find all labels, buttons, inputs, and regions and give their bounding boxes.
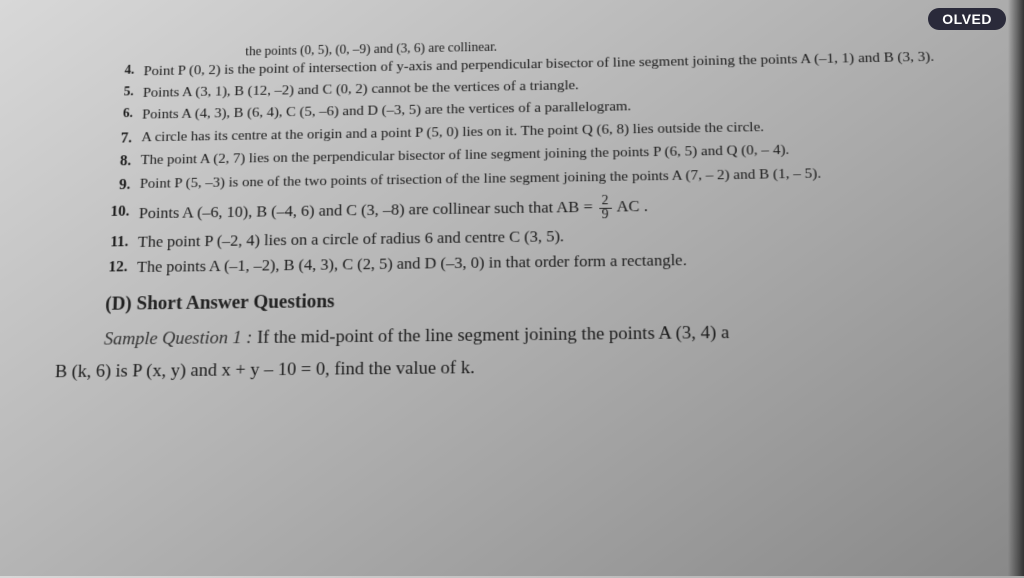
fraction-numerator: 2 — [599, 195, 612, 209]
fraction: 2 9 — [599, 195, 612, 222]
section-header-d: (D) Short Answer Questions — [105, 284, 979, 316]
page-content: the points (0, 5), (0, –9) and (3, 6) ar… — [8, 21, 1024, 578]
item-number: 4. — [113, 63, 144, 82]
item-text-part: Points A (–6, 10), B (–4, 6) and C (3, –… — [139, 199, 597, 223]
sample-question-text: If the mid-point of the line segment joi… — [257, 323, 730, 348]
sample-question-text: B (k, 6) is P (x, y) and x + y – 10 = 0,… — [55, 358, 475, 382]
page-edge-shadow — [1008, 0, 1024, 576]
item-number: 12. — [106, 257, 137, 279]
item-number: 11. — [107, 232, 138, 254]
sample-question-label: Sample Question 1 : — [104, 328, 253, 349]
sample-question-line2: B (k, 6) is P (x, y) and x + y – 10 = 0,… — [54, 350, 981, 385]
item-number: 7. — [111, 128, 142, 148]
item-text-part: AC . — [617, 198, 648, 216]
item-number: 6. — [112, 106, 143, 125]
item-number: 10. — [108, 202, 139, 229]
item-number: 5. — [113, 85, 144, 104]
item-number: 9. — [109, 175, 140, 195]
sample-question: Sample Question 1 : If the mid-point of … — [104, 317, 981, 353]
fraction-denominator: 9 — [599, 209, 612, 222]
item-number: 8. — [110, 152, 141, 172]
